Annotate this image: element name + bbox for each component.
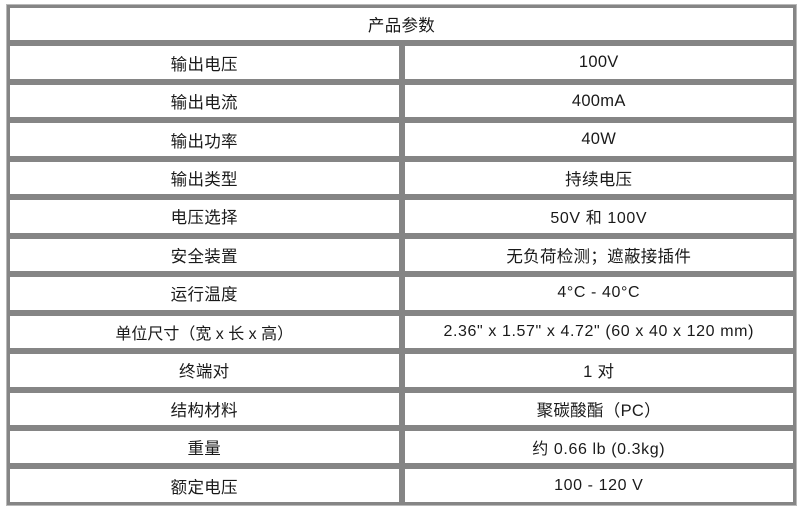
spec-value-structural-material: 聚碳酸酯（PC）	[401, 389, 796, 428]
spec-label-output-type: 输出类型	[7, 158, 402, 198]
spec-label-voltage-selection: 电压选择	[7, 197, 402, 236]
spec-label-operating-temperature: 运行温度	[7, 274, 402, 313]
spec-value-weight: 约 0.66 lb (0.3kg)	[401, 427, 796, 467]
table-row: 单位尺寸（宽 x 长 x 高） 2.36" x 1.57" x 4.72" (6…	[7, 312, 796, 352]
spec-label-rated-voltage: 额定电压	[7, 466, 402, 505]
table-row: 输出功率 40W	[7, 120, 796, 159]
spec-value-output-voltage: 100V	[401, 43, 796, 82]
spec-label-output-voltage: 输出电压	[7, 43, 402, 82]
spec-label-output-current: 输出电流	[7, 81, 402, 121]
table-row: 电压选择 50V 和 100V	[7, 197, 796, 236]
spec-value-voltage-selection: 50V 和 100V	[401, 197, 796, 236]
product-spec-table: 产品参数 输出电压 100V 输出电流 400mA 输出功率 40W 输出类型 …	[6, 4, 797, 506]
spec-value-rated-voltage: 100 - 120 V	[401, 466, 796, 505]
spec-value-safety-device: 无负荷检测；遮蔽接插件	[401, 235, 796, 275]
table-row: 输出电压 100V	[7, 43, 796, 82]
table-row: 安全装置 无负荷检测；遮蔽接插件	[7, 235, 796, 275]
spec-value-output-type: 持续电压	[401, 158, 796, 198]
spec-label-structural-material: 结构材料	[7, 389, 402, 428]
table-row: 重量 约 0.66 lb (0.3kg)	[7, 427, 796, 467]
table-row: 额定电压 100 - 120 V	[7, 466, 796, 505]
table-row: 终端对 1 对	[7, 351, 796, 390]
spec-label-safety-device: 安全装置	[7, 235, 402, 275]
spec-label-terminal-pairs: 终端对	[7, 351, 402, 390]
spec-value-output-current: 400mA	[401, 81, 796, 121]
spec-table-body: 产品参数 输出电压 100V 输出电流 400mA 输出功率 40W 输出类型 …	[7, 5, 796, 505]
spec-label-unit-dimensions: 单位尺寸（宽 x 长 x 高）	[7, 312, 402, 352]
spec-value-terminal-pairs: 1 对	[401, 351, 796, 390]
spec-table-title: 产品参数	[7, 5, 796, 44]
table-row: 输出电流 400mA	[7, 81, 796, 121]
spec-value-unit-dimensions: 2.36" x 1.57" x 4.72" (60 x 40 x 120 mm)	[401, 312, 796, 352]
spec-label-weight: 重量	[7, 427, 402, 467]
spec-value-output-power: 40W	[401, 120, 796, 159]
spec-table-header-row: 产品参数	[7, 5, 796, 44]
table-row: 输出类型 持续电压	[7, 158, 796, 198]
spec-label-output-power: 输出功率	[7, 120, 402, 159]
table-row: 结构材料 聚碳酸酯（PC）	[7, 389, 796, 428]
spec-value-operating-temperature: 4°C - 40°C	[401, 274, 796, 313]
table-row: 运行温度 4°C - 40°C	[7, 274, 796, 313]
